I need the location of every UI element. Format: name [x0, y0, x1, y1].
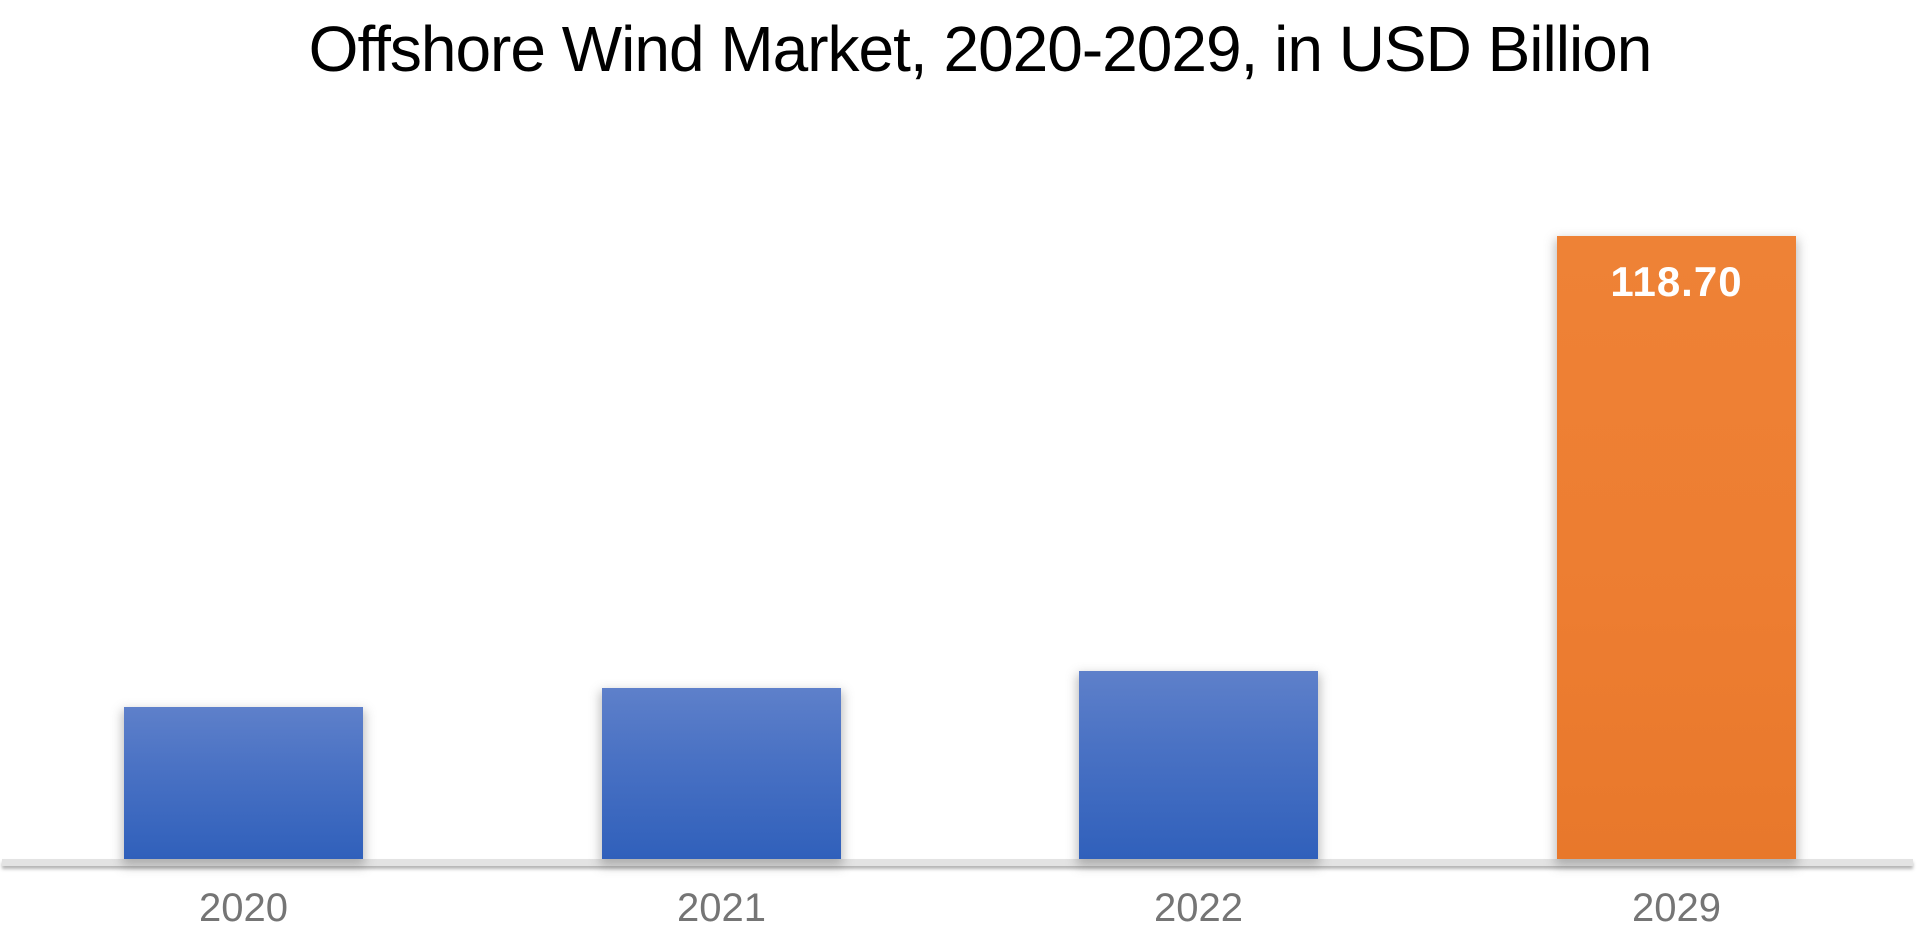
bar-2020 — [124, 707, 363, 859]
x-tick-label-2021: 2021 — [677, 886, 766, 930]
bar-value-label: 118.70 — [1610, 258, 1743, 305]
chart-title: Offshore Wind Market, 2020-2029, in USD … — [308, 13, 1653, 85]
x-tick-label-2022: 2022 — [1154, 886, 1243, 930]
bar-2029: 118.70 — [1557, 236, 1796, 859]
x-tick-label-2029: 2029 — [1632, 886, 1721, 930]
bar-2022 — [1079, 671, 1318, 859]
bar-2021 — [602, 688, 841, 859]
x-tick-label-2020: 2020 — [199, 886, 288, 930]
x-axis-line — [2, 859, 1913, 866]
